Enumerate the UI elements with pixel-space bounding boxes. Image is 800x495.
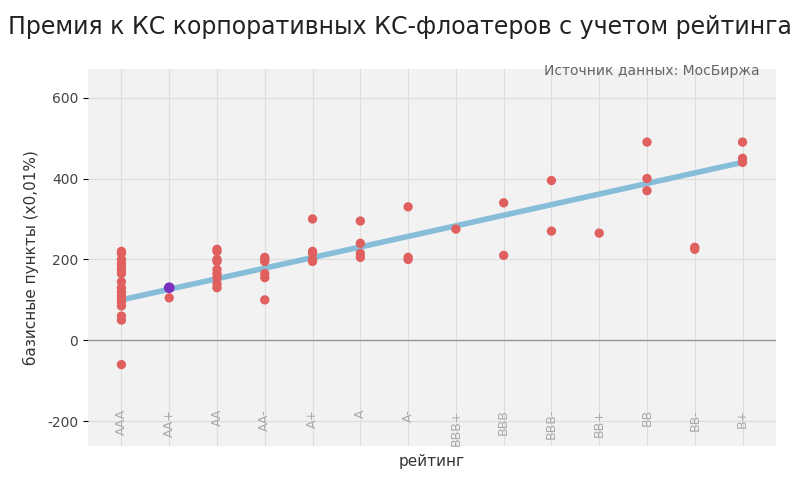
- Point: [115, 266, 128, 274]
- Text: BB-: BB-: [688, 409, 702, 431]
- Point: [736, 158, 749, 166]
- Point: [115, 261, 128, 269]
- Point: [545, 177, 558, 185]
- Point: [641, 138, 654, 146]
- Text: AA-: AA-: [258, 409, 271, 431]
- Text: A-: A-: [402, 409, 414, 422]
- Point: [402, 253, 414, 261]
- Point: [115, 302, 128, 310]
- Point: [115, 288, 128, 296]
- Text: AA+: AA+: [162, 409, 176, 437]
- Point: [115, 255, 128, 263]
- Text: AA: AA: [210, 409, 223, 427]
- Point: [115, 270, 128, 278]
- Point: [210, 284, 223, 292]
- Point: [354, 249, 366, 257]
- Point: [354, 239, 366, 247]
- Point: [115, 284, 128, 292]
- Text: BBB-: BBB-: [545, 409, 558, 440]
- Point: [210, 248, 223, 255]
- Point: [115, 361, 128, 369]
- Point: [210, 255, 223, 263]
- Point: [210, 274, 223, 282]
- Point: [115, 259, 128, 267]
- Point: [306, 255, 319, 263]
- Point: [688, 246, 701, 253]
- Text: BB: BB: [641, 409, 654, 426]
- Point: [736, 154, 749, 162]
- Point: [210, 257, 223, 265]
- X-axis label: рейтинг: рейтинг: [399, 454, 465, 469]
- Point: [306, 248, 319, 255]
- Point: [115, 316, 128, 324]
- Point: [115, 249, 128, 257]
- Text: BBB: BBB: [497, 409, 510, 435]
- Point: [402, 203, 414, 211]
- Point: [306, 249, 319, 257]
- Point: [163, 294, 176, 302]
- Point: [258, 274, 271, 282]
- Text: BB+: BB+: [593, 409, 606, 437]
- Point: [258, 270, 271, 278]
- Point: [688, 244, 701, 251]
- Point: [258, 253, 271, 261]
- Point: [210, 270, 223, 278]
- Point: [210, 266, 223, 274]
- Point: [306, 215, 319, 223]
- Point: [306, 257, 319, 265]
- Y-axis label: базисные пункты (х0,01%): базисные пункты (х0,01%): [22, 150, 39, 365]
- Point: [450, 225, 462, 233]
- Point: [736, 138, 749, 146]
- Point: [641, 187, 654, 195]
- Point: [115, 292, 128, 300]
- Point: [115, 312, 128, 320]
- Point: [115, 248, 128, 255]
- Point: [115, 298, 128, 306]
- Point: [354, 217, 366, 225]
- Point: [498, 199, 510, 207]
- Point: [402, 255, 414, 263]
- Point: [641, 175, 654, 183]
- Text: Источник данных: МосБиржа: Источник данных: МосБиржа: [544, 64, 760, 78]
- Text: AAA: AAA: [115, 409, 128, 435]
- Point: [354, 253, 366, 261]
- Point: [163, 284, 176, 292]
- Text: B+: B+: [736, 409, 749, 428]
- Text: A: A: [354, 409, 367, 418]
- Point: [115, 278, 128, 286]
- Point: [210, 246, 223, 253]
- Point: [258, 255, 271, 263]
- Point: [545, 227, 558, 235]
- Text: BBB+: BBB+: [450, 409, 462, 446]
- Point: [258, 296, 271, 304]
- Point: [258, 257, 271, 265]
- Point: [498, 251, 510, 259]
- Text: A+: A+: [306, 409, 319, 428]
- Text: Премия к КС корпоративных КС-флоатеров с учетом рейтинга: Премия к КС корпоративных КС-флоатеров с…: [8, 15, 792, 39]
- Point: [593, 229, 606, 237]
- Point: [210, 280, 223, 288]
- Point: [115, 294, 128, 302]
